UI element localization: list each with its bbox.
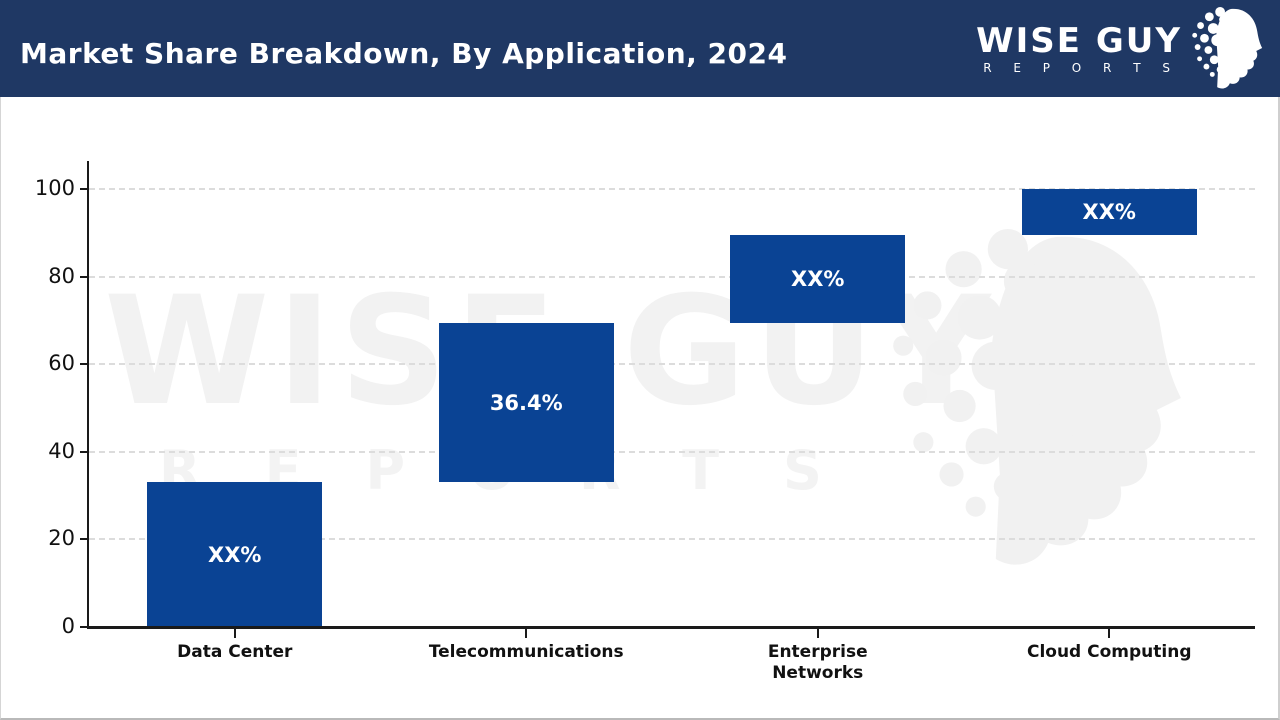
x-axis-tick <box>525 629 528 638</box>
bar-value-label: XX% <box>791 266 845 291</box>
watermark-face-icon <box>893 228 1181 565</box>
gridline <box>89 450 1255 453</box>
page-title: Market Share Breakdown, By Application, … <box>20 37 788 70</box>
bar-segment: 36.4% <box>438 323 614 483</box>
x-axis-tick <box>233 629 236 638</box>
y-axis-tick <box>80 275 89 278</box>
bar-segment: XX% <box>147 482 323 627</box>
y-axis-line <box>87 161 89 629</box>
y-axis-label: 40 <box>48 438 75 463</box>
y-axis-label: 80 <box>48 263 75 288</box>
x-axis-tick <box>816 629 819 638</box>
y-axis-tick <box>80 450 89 453</box>
x-axis-category-label: Data Center <box>177 642 293 662</box>
y-axis-label: 100 <box>34 176 75 200</box>
bar-segment: XX% <box>1021 189 1197 235</box>
x-axis-category-label: Enterprise Networks <box>767 642 868 683</box>
brand-face-icon <box>1192 6 1263 89</box>
bar-value-label: 36.4% <box>489 390 563 415</box>
x-axis-category-label: Telecommunications <box>428 642 624 662</box>
y-axis-tick <box>80 363 89 366</box>
gridline <box>89 275 1255 278</box>
y-axis-label: 20 <box>48 526 75 551</box>
brand-name: WISE GUY <box>976 21 1182 61</box>
gridline <box>89 363 1255 366</box>
y-axis-tick <box>80 626 89 628</box>
header: Market Share Breakdown, By Application, … <box>0 0 1280 97</box>
y-axis-label: 60 <box>48 351 75 376</box>
gridline <box>89 538 1255 541</box>
y-axis-tick <box>80 538 89 541</box>
bar-segment: XX% <box>730 234 906 324</box>
y-axis-tick <box>80 188 89 190</box>
y-axis-label: 0 <box>61 614 75 638</box>
bar-value-label: XX% <box>208 542 262 567</box>
x-axis-category-label: Cloud Computing <box>1026 642 1192 662</box>
gridline <box>89 188 1255 190</box>
bar-value-label: XX% <box>1082 199 1136 224</box>
x-axis-line <box>89 626 1255 629</box>
x-axis-tick <box>1108 629 1111 638</box>
brand-subtitle: R E P O R T S <box>983 61 1179 75</box>
brand-logo: WISE GUY R E P O R T S <box>976 6 1266 92</box>
